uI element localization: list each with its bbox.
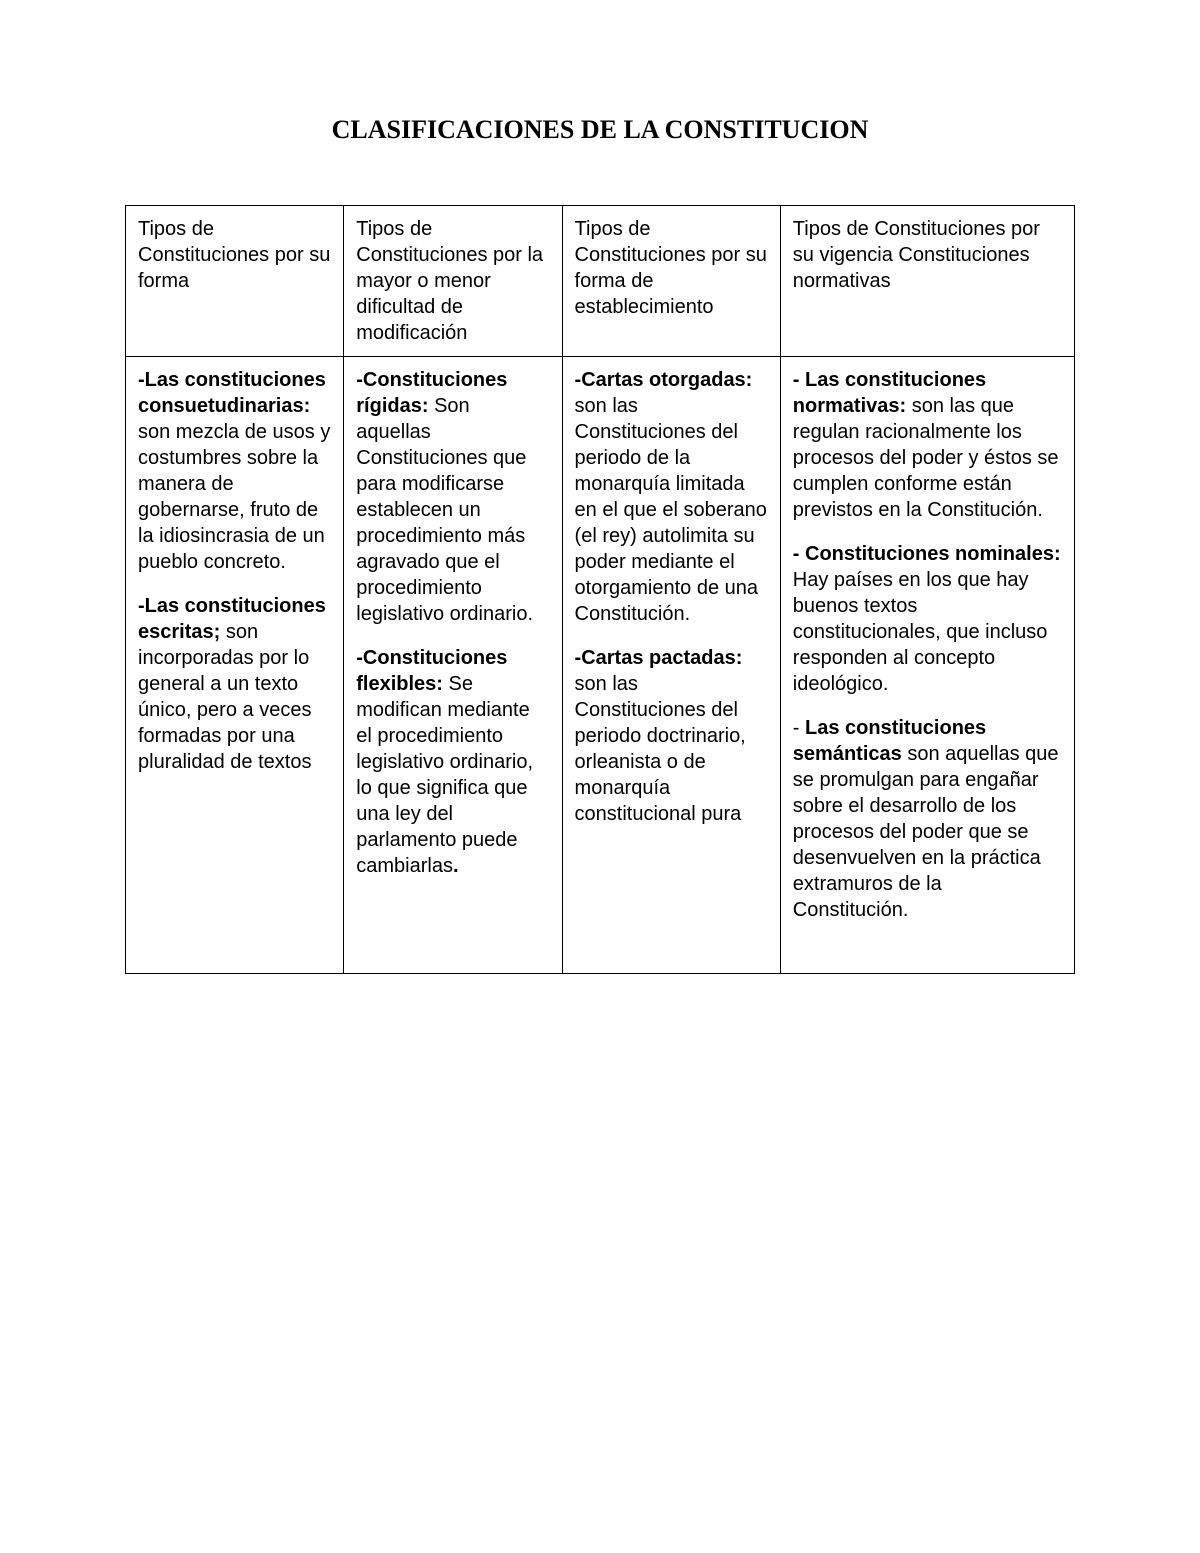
item-text: Hay países en los que hay buenos textos … <box>793 569 1048 695</box>
item-label: -Cartas otorgadas: <box>575 369 753 391</box>
table-cell: -Cartas otorgadas: son las Constitucione… <box>562 357 780 974</box>
page-title: CLASIFICACIONES DE LA CONSTITUCION <box>125 115 1075 145</box>
cell-paragraph: -Cartas otorgadas: son las Constitucione… <box>575 367 768 627</box>
item-text: son aquellas que se promulgan para engañ… <box>793 743 1059 921</box>
cell-paragraph: - Las constituciones normativas: son las… <box>793 367 1062 523</box>
cell-paragraph: -Las constituciones escritas; son incorp… <box>138 593 331 775</box>
table-cell: -Constituciones rígidas: Son aquellas Co… <box>344 357 562 974</box>
item-label: -Constituciones flexibles: <box>356 647 507 695</box>
item-text: Son aquellas Constituciones que para mod… <box>356 395 533 625</box>
table-header-cell: Tipos de Constituciones por su forma <box>126 206 344 357</box>
cell-paragraph: - Las constituciones semánticas son aque… <box>793 715 1062 923</box>
cell-paragraph: -Cartas pactadas: son las Constituciones… <box>575 645 768 827</box>
item-label: -Las constituciones consuetudinarias: <box>138 369 326 417</box>
item-text: son incorporadas por lo general a un tex… <box>138 621 311 773</box>
item-label: - Constituciones nominales: <box>793 543 1061 565</box>
table-header-cell: Tipos de Constituciones por su forma de … <box>562 206 780 357</box>
item-label: -Cartas pactadas: <box>575 647 743 669</box>
table-header-cell: Tipos de Constituciones por la mayor o m… <box>344 206 562 357</box>
item-text: son mezcla de usos y costumbres sobre la… <box>138 421 330 573</box>
classification-table: Tipos de Constituciones por su forma Tip… <box>125 205 1075 974</box>
cell-paragraph: -Las constituciones consuetudinarias: so… <box>138 367 331 575</box>
table-header-row: Tipos de Constituciones por su forma Tip… <box>126 206 1075 357</box>
cell-paragraph: -Constituciones rígidas: Son aquellas Co… <box>356 367 549 627</box>
table-cell: - Las constituciones normativas: son las… <box>780 357 1074 974</box>
item-prefix: - <box>793 717 805 739</box>
cell-paragraph: -Constituciones flexibles: Se modifican … <box>356 645 549 879</box>
item-trailing: . <box>453 855 459 877</box>
table-header-cell: Tipos de Constituciones por su vigencia … <box>780 206 1074 357</box>
table-cell: -Las constituciones consuetudinarias: so… <box>126 357 344 974</box>
table-content-row: -Las constituciones consuetudinarias: so… <box>126 357 1075 974</box>
item-text: son las Constituciones del periodo de la… <box>575 395 767 625</box>
item-text: son las Constituciones del periodo doctr… <box>575 673 746 825</box>
cell-paragraph: - Constituciones nominales: Hay países e… <box>793 541 1062 697</box>
item-text: Se modifican mediante el procedimiento l… <box>356 673 533 877</box>
